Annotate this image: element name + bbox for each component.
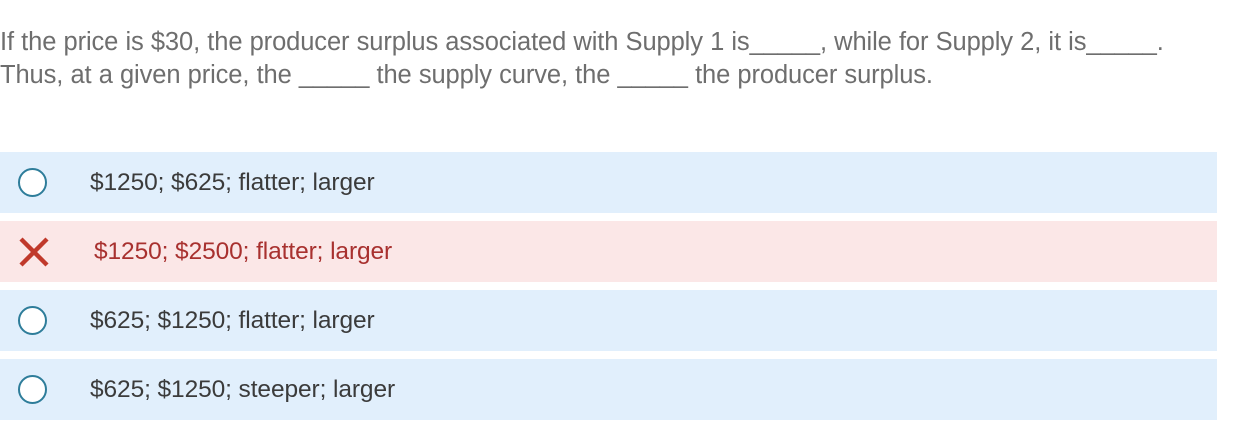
- answer-option-row[interactable]: $625; $1250; steeper; larger: [0, 359, 1217, 420]
- answer-options-list: $1250; $625; flatter; larger $1250; $250…: [0, 152, 1217, 420]
- answer-option-label: $625; $1250; steeper; larger: [90, 375, 396, 403]
- radio-unselected-icon[interactable]: [17, 306, 47, 335]
- answer-option-row[interactable]: $625; $1250; flatter; larger: [0, 290, 1217, 351]
- option-marker[interactable]: [0, 290, 64, 351]
- answer-option-label: $1250; $625; flatter; larger: [90, 168, 375, 196]
- answer-option-row[interactable]: $1250; $625; flatter; larger: [0, 152, 1217, 213]
- option-marker[interactable]: [0, 152, 64, 213]
- radio-unselected-icon[interactable]: [17, 375, 47, 404]
- option-marker[interactable]: [0, 359, 64, 420]
- answer-option-label: $625; $1250; flatter; larger: [90, 306, 375, 334]
- option-marker: [0, 221, 64, 282]
- answer-option-row-incorrect[interactable]: $1250; $2500; flatter; larger: [0, 221, 1217, 282]
- radio-unselected-icon[interactable]: [17, 168, 47, 197]
- cross-icon: [19, 236, 49, 267]
- question-stem: If the price is $30, the producer surplu…: [0, 28, 1164, 89]
- answer-option-label: $1250; $2500; flatter; larger: [94, 237, 393, 265]
